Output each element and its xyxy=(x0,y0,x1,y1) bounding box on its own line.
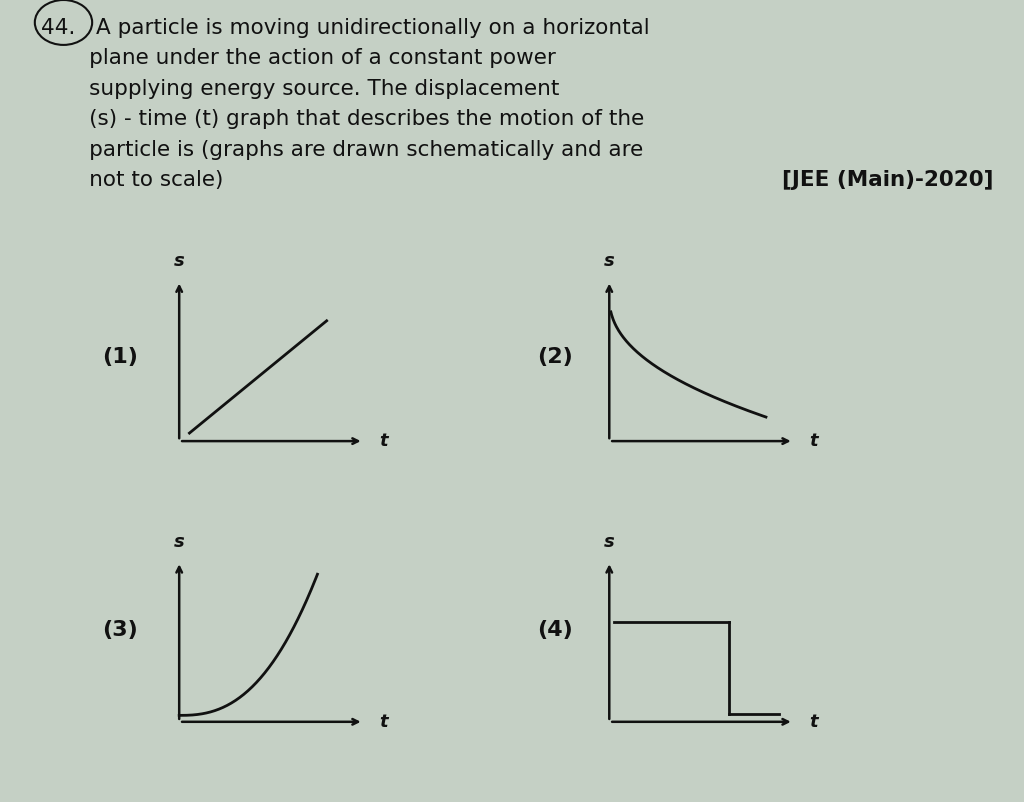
Text: (2): (2) xyxy=(538,347,573,367)
Text: t: t xyxy=(379,713,387,731)
Text: (s) - time (t) graph that describes the motion of the: (s) - time (t) graph that describes the … xyxy=(41,109,644,129)
Text: s: s xyxy=(604,253,614,270)
Text: (3): (3) xyxy=(102,620,138,639)
Text: t: t xyxy=(379,432,387,450)
Text: 44.   A particle is moving unidirectionally on a horizontal: 44. A particle is moving unidirectionall… xyxy=(41,18,649,38)
Text: s: s xyxy=(174,533,184,551)
Text: supplying energy source. The displacement: supplying energy source. The displacemen… xyxy=(41,79,559,99)
Text: s: s xyxy=(604,533,614,551)
Text: (4): (4) xyxy=(538,620,573,639)
Text: t: t xyxy=(809,432,817,450)
Text: plane under the action of a constant power: plane under the action of a constant pow… xyxy=(41,48,556,68)
Text: [JEE (Main)-2020]: [JEE (Main)-2020] xyxy=(781,170,993,190)
Text: s: s xyxy=(174,253,184,270)
Text: t: t xyxy=(809,713,817,731)
Text: (1): (1) xyxy=(102,347,138,367)
Text: not to scale): not to scale) xyxy=(41,170,223,190)
Text: particle is (graphs are drawn schematically and are: particle is (graphs are drawn schematica… xyxy=(41,140,643,160)
